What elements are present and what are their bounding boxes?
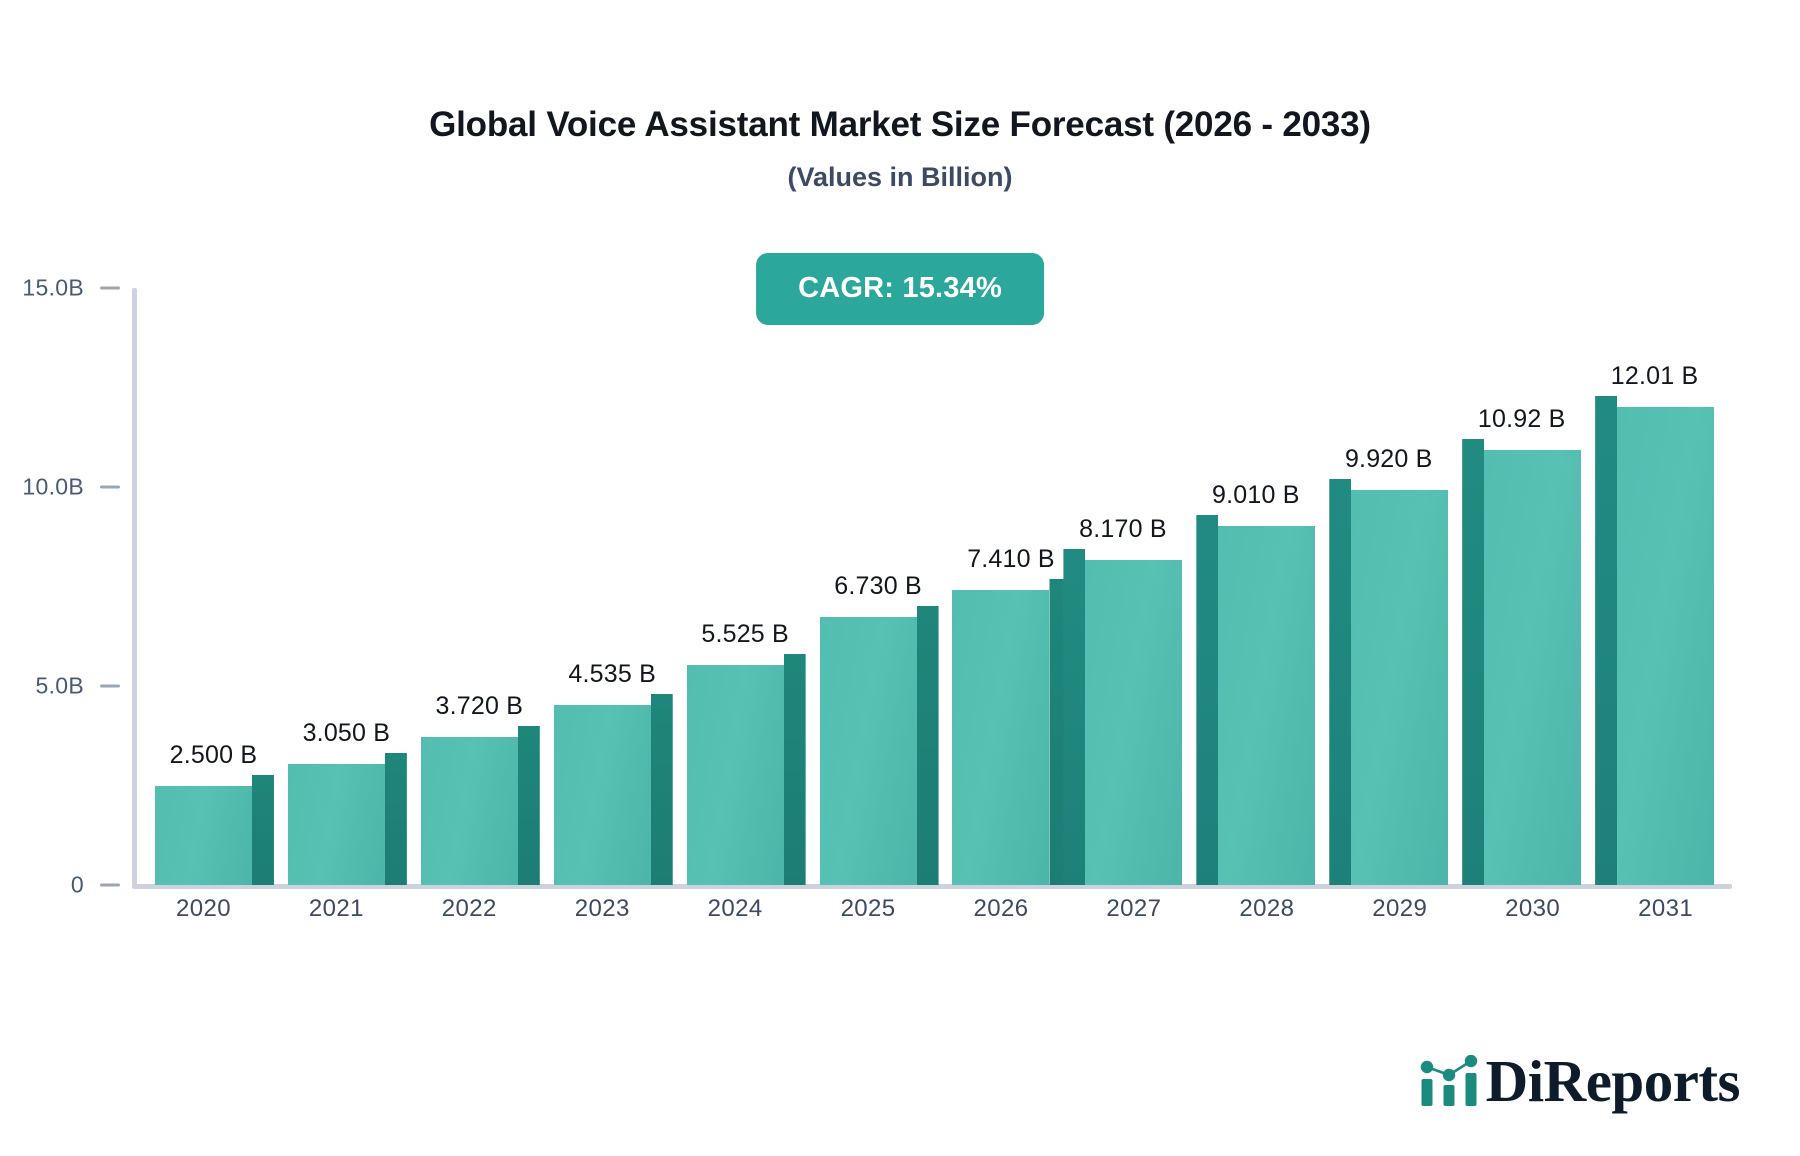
x-axis-label: 2023 <box>574 895 630 922</box>
x-axis-label: 2026 <box>973 895 1029 922</box>
y-axis-tick-label: 5.0B <box>35 672 84 699</box>
bar-front-face <box>553 704 651 885</box>
bar-2028[interactable]: 9.010 B <box>1196 481 1316 885</box>
bar-value-label: 12.01 B <box>1610 362 1699 391</box>
bar-side-face <box>384 752 407 885</box>
x-axis-label: 2029 <box>1372 895 1428 922</box>
bar-value-label: 4.535 B <box>568 659 657 688</box>
bar-slot: 4.535 B <box>536 288 673 885</box>
bar-2025[interactable]: 6.730 B <box>819 572 939 885</box>
chart-header: Global Voice Assistant Market Size Forec… <box>0 105 1800 192</box>
x-axis-line <box>132 884 1732 889</box>
bar-value-label: 10.92 B <box>1477 405 1566 434</box>
bar-front-face <box>819 617 917 885</box>
bar-side-face <box>783 654 806 885</box>
bar-value-label: 2.500 B <box>169 740 258 769</box>
y-axis-tick: 10.0B <box>22 474 132 501</box>
x-axis-label: 2031 <box>1638 895 1694 922</box>
y-axis-tick: 0 <box>71 872 132 899</box>
y-axis-tick: 15.0B <box>22 275 132 302</box>
x-axis-labels: 2020 2021 2022 2023 2024 2025 2026 2027 2028 2029… <box>137 895 1732 923</box>
bar-value-label: 7.410 B <box>967 545 1055 574</box>
bar-front-face <box>1617 407 1715 885</box>
x-axis-label: 2027 <box>1106 895 1162 922</box>
direports-logo: DiReports <box>1418 1048 1741 1114</box>
bar-value-label: 9.920 B <box>1344 445 1433 474</box>
bar-side-face <box>251 774 274 885</box>
bar-series: 2.500 B 3.050 B 3.720 B 4.535 B 5.525 B 6.730… <box>137 288 1732 885</box>
logo-text: DiReports <box>1485 1048 1741 1114</box>
y-axis-tick-label: 10.0B <box>22 473 84 500</box>
bar-slot: 8.170 B <box>1063 288 1200 885</box>
bar-front-face <box>686 665 784 885</box>
bar-front-face <box>1351 490 1449 885</box>
bar-2030[interactable]: 10.92 B <box>1462 405 1582 885</box>
x-axis-label: 2028 <box>1239 895 1295 922</box>
bar-slot: 9.920 B <box>1329 288 1466 885</box>
bar-2027[interactable]: 8.170 B <box>1063 515 1183 885</box>
bar-side-face <box>1462 439 1485 885</box>
bar-front-face <box>154 785 252 885</box>
y-axis-tick-mark <box>100 684 120 688</box>
plot-area: 15.0B 10.0B 5.0B 0 2.500 B 3.050 B 3.720 B 4.5… <box>22 275 1732 898</box>
x-axis-label: 2021 <box>308 895 364 922</box>
bar-2026[interactable]: 7.410 B <box>952 545 1072 885</box>
bar-slot: 5.525 B <box>669 288 806 885</box>
bar-slot: 3.050 B <box>270 288 407 885</box>
bar-slot: 10.92 B <box>1462 288 1599 885</box>
bar-front-face <box>1085 559 1183 885</box>
cagr-badge: CAGR: 15.34% <box>756 253 1044 325</box>
bar-side-face <box>916 606 939 885</box>
x-axis-label: 2025 <box>840 895 896 922</box>
y-axis-tick-mark <box>100 485 120 489</box>
bar-2023[interactable]: 4.535 B <box>553 660 673 885</box>
bar-front-face <box>287 763 385 885</box>
y-axis-tick-mark <box>100 286 120 290</box>
bar-value-label: 3.720 B <box>435 691 524 720</box>
bar-chart-logo-icon <box>1420 1054 1477 1106</box>
bar-side-face <box>517 725 540 885</box>
bar-front-face <box>1484 450 1582 885</box>
chart-title: Global Voice Assistant Market Size Forec… <box>429 105 1371 144</box>
bar-2022[interactable]: 3.720 B <box>420 692 540 885</box>
bar-value-label: 9.010 B <box>1212 481 1300 510</box>
y-axis-line <box>132 288 137 885</box>
x-axis-label: 2024 <box>707 895 763 922</box>
y-axis-tick-label: 0 <box>70 871 84 898</box>
bar-front-face <box>1218 526 1316 885</box>
y-axis-tick-mark <box>100 883 120 887</box>
bar-side-face <box>1063 548 1086 885</box>
bar-value-label: 5.525 B <box>701 620 789 649</box>
bar-2021[interactable]: 3.050 B <box>287 719 407 885</box>
bar-2024[interactable]: 5.525 B <box>686 620 806 885</box>
bar-2029[interactable]: 9.920 B <box>1329 445 1449 885</box>
bar-slot: 9.010 B <box>1196 288 1333 885</box>
bar-front-face <box>952 590 1050 885</box>
bar-side-face <box>650 693 673 885</box>
bar-2031[interactable]: 12.01 B <box>1595 362 1715 885</box>
bar-slot: 6.730 B <box>802 288 939 885</box>
bar-slot: 3.720 B <box>403 288 540 885</box>
y-axis-tick-label: 15.0B <box>22 274 84 301</box>
bar-slot: 7.410 B <box>935 288 1072 885</box>
bar-value-label: 3.050 B <box>302 718 391 747</box>
bar-value-label: 6.730 B <box>834 572 922 601</box>
bar-side-face <box>1329 479 1352 885</box>
bar-side-face <box>1595 396 1618 885</box>
y-axis-tick: 5.0B <box>35 673 132 700</box>
bar-side-face <box>1196 515 1219 885</box>
bar-slot: 12.01 B <box>1595 288 1732 885</box>
bar-front-face <box>420 736 518 885</box>
chart-subtitle: (Values in Billion) <box>787 161 1013 192</box>
x-axis-label: 2020 <box>175 895 231 922</box>
x-axis-label: 2030 <box>1505 895 1561 922</box>
bar-value-label: 8.170 B <box>1079 514 1167 543</box>
bar-2020[interactable]: 2.500 B <box>154 741 274 885</box>
x-axis-label: 2022 <box>441 895 497 922</box>
bar-slot: 2.500 B <box>137 288 274 885</box>
